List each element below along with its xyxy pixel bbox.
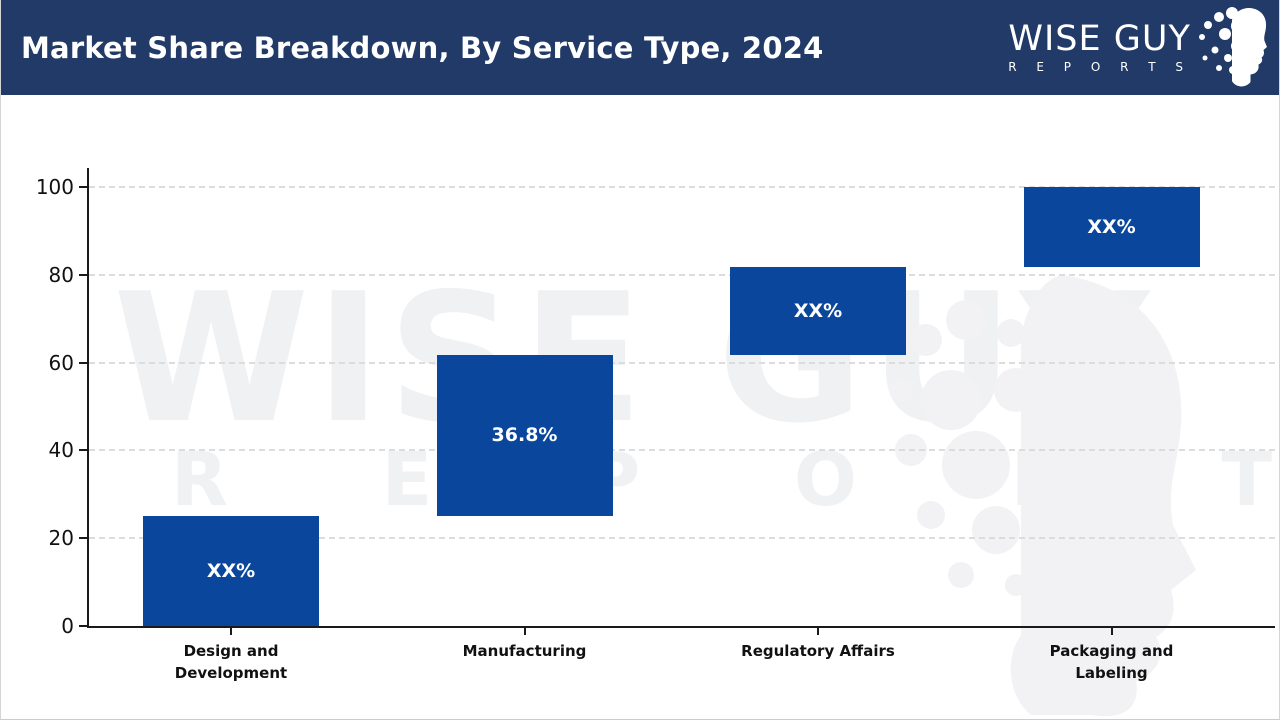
x-tick-mark: [817, 628, 819, 635]
bar-1: XX%: [143, 516, 319, 626]
y-tick-mark: [79, 186, 88, 188]
y-tick-mark: [79, 625, 88, 627]
logo-head-icon: [1199, 6, 1267, 86]
gridline-40: [89, 449, 1275, 452]
y-tick-mark: [79, 449, 88, 452]
x-axis-spine: [87, 626, 1275, 628]
y-tick-label: 40: [48, 438, 74, 463]
bar-value-label: 36.8%: [491, 424, 558, 447]
logo-wordmark: WISE GUY: [1008, 19, 1191, 59]
y-tick-label: 100: [35, 175, 74, 199]
category-label: Packaging and Labeling: [1049, 642, 1174, 682]
logo-text: WISE GUY R E P O R T S: [1008, 19, 1191, 74]
watermark-wordmark: WISE GUY: [113, 255, 1155, 462]
y-tick-label: 0: [61, 614, 74, 638]
gridline-100: [89, 186, 1275, 188]
y-tick-mark: [79, 537, 88, 540]
category-label: Regulatory Affairs: [741, 642, 895, 660]
gridline-80: [89, 273, 1275, 276]
y-tick-label: 80: [48, 262, 74, 287]
watermark: WISE GUY R E P O R T S: [1, 95, 1279, 719]
category-label: Manufacturing: [462, 642, 587, 660]
page-title: Market Share Breakdown, By Service Type,…: [21, 30, 824, 65]
y-tick-label: 60: [48, 350, 74, 375]
bar-value-label: XX%: [206, 560, 256, 583]
bar-value-label: XX%: [793, 299, 843, 322]
x-tick-mark: [1110, 628, 1113, 635]
y-axis-spine: [87, 168, 89, 628]
category-label: Design and Development: [174, 642, 288, 682]
y-tick-mark: [79, 273, 88, 276]
x-tick-mark: [230, 628, 232, 635]
y-tick-mark: [79, 361, 88, 364]
x-tick-mark: [523, 628, 526, 635]
watermark-head-icon: [889, 275, 1196, 717]
bar-3: XX%: [730, 266, 906, 355]
logo: WISE GUY R E P O R T S: [1008, 6, 1267, 90]
bar-2: 36.8%: [436, 354, 613, 517]
bar-4: XX%: [1023, 187, 1200, 267]
logo-subtext: R E P O R T S: [1008, 60, 1191, 74]
header: Market Share Breakdown, By Service Type,…: [1, 0, 1279, 95]
gridline-60: [89, 361, 1275, 364]
gridline-20: [89, 537, 1275, 540]
y-tick-label: 20: [48, 526, 74, 551]
bar-value-label: XX%: [1087, 215, 1136, 238]
